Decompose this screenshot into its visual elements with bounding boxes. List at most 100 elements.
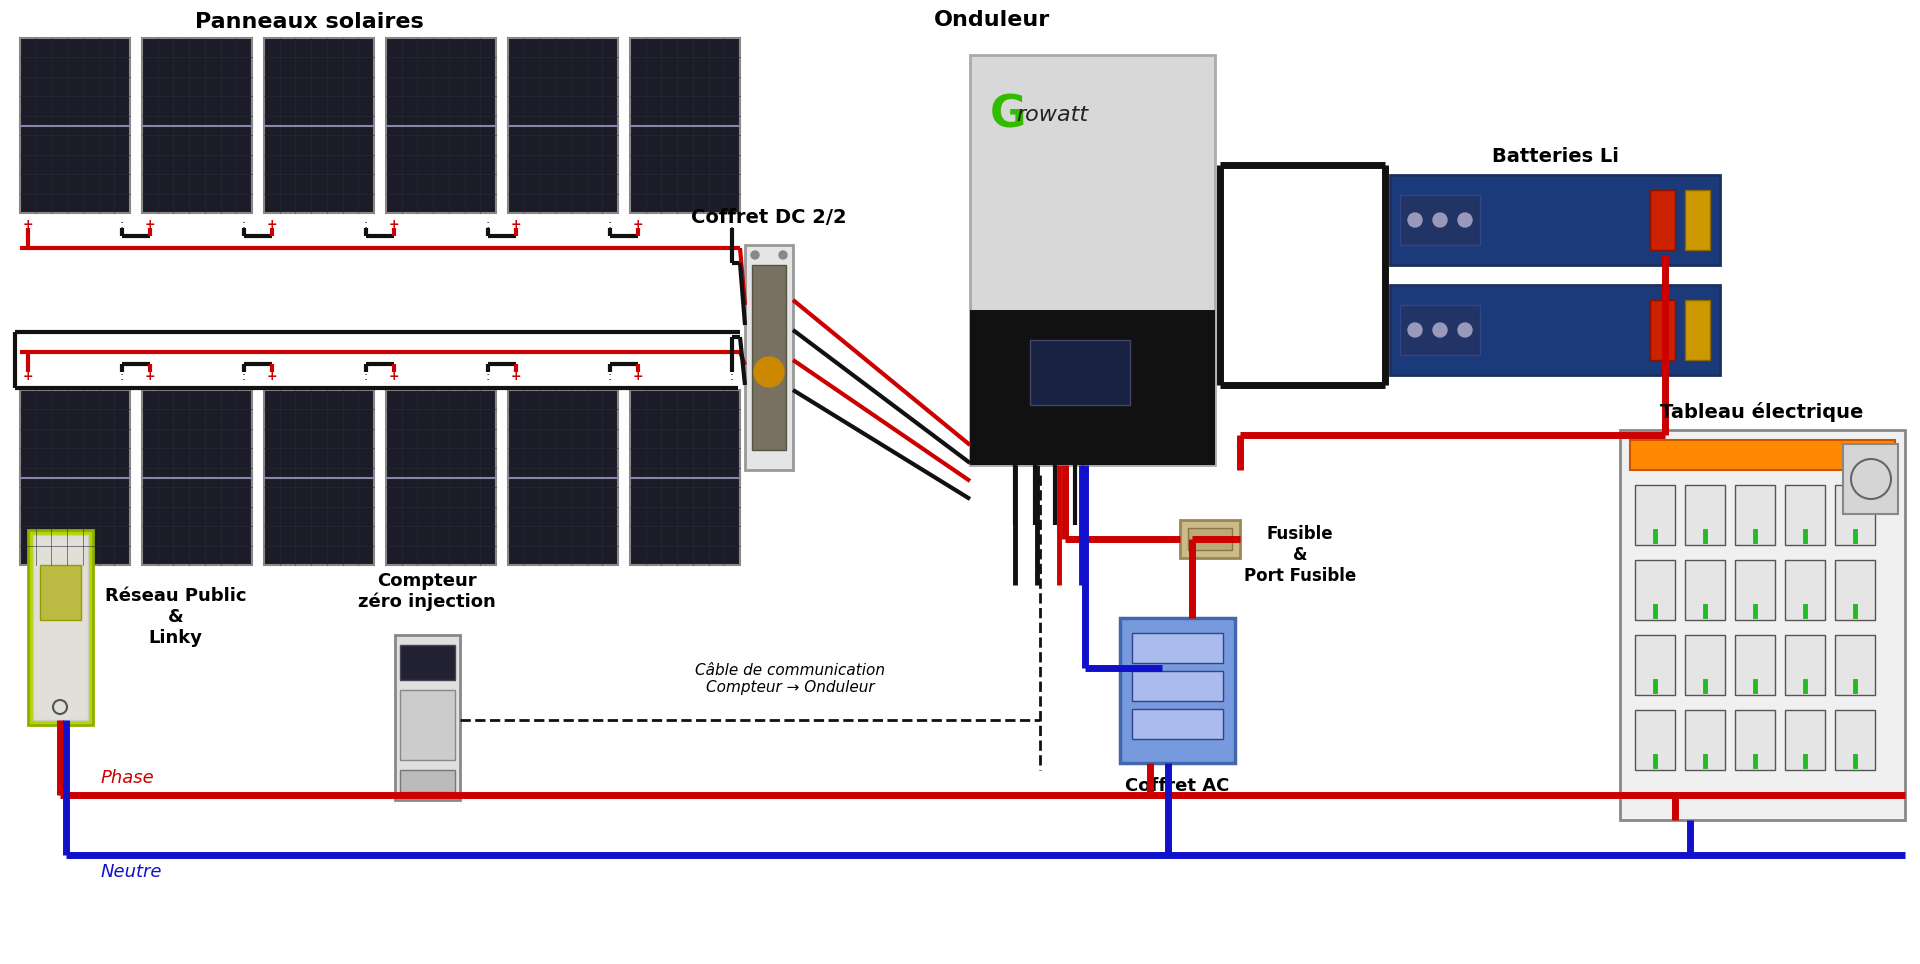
FancyBboxPatch shape <box>1400 195 1480 245</box>
Text: Phase: Phase <box>102 769 156 787</box>
FancyBboxPatch shape <box>1786 485 1826 545</box>
Text: :: : <box>365 218 369 230</box>
FancyBboxPatch shape <box>19 390 131 565</box>
Text: :: : <box>486 218 490 230</box>
FancyBboxPatch shape <box>1686 710 1724 770</box>
Circle shape <box>1407 213 1423 227</box>
FancyBboxPatch shape <box>1400 305 1480 355</box>
FancyBboxPatch shape <box>1786 635 1826 695</box>
FancyBboxPatch shape <box>1029 340 1131 405</box>
Text: :: : <box>609 369 612 383</box>
FancyBboxPatch shape <box>1836 560 1876 620</box>
Text: +: + <box>267 218 276 230</box>
Text: Coffret AC: Coffret AC <box>1125 777 1229 795</box>
Text: Réseau Public
&
Linky: Réseau Public & Linky <box>106 587 246 647</box>
FancyBboxPatch shape <box>1630 440 1895 470</box>
FancyBboxPatch shape <box>753 265 785 450</box>
FancyBboxPatch shape <box>1390 175 1720 265</box>
Text: Compteur
zéro injection: Compteur zéro injection <box>359 572 495 611</box>
FancyBboxPatch shape <box>386 390 495 565</box>
Text: :: : <box>119 218 125 230</box>
FancyBboxPatch shape <box>399 645 455 680</box>
FancyBboxPatch shape <box>1686 485 1724 545</box>
FancyBboxPatch shape <box>630 38 739 213</box>
FancyBboxPatch shape <box>399 690 455 760</box>
Text: Onduleur: Onduleur <box>933 10 1050 30</box>
FancyBboxPatch shape <box>1736 710 1774 770</box>
FancyBboxPatch shape <box>1133 709 1223 739</box>
FancyBboxPatch shape <box>1836 485 1876 545</box>
Text: Batteries Li: Batteries Li <box>1492 147 1619 167</box>
FancyBboxPatch shape <box>630 390 739 565</box>
Text: :: : <box>730 218 733 230</box>
Text: G: G <box>989 94 1027 137</box>
Text: Coffret DC 2/2: Coffret DC 2/2 <box>691 208 847 227</box>
FancyBboxPatch shape <box>1390 285 1720 375</box>
FancyBboxPatch shape <box>1649 300 1674 360</box>
Text: Câble de communication
Compteur → Onduleur: Câble de communication Compteur → Ondule… <box>695 662 885 695</box>
FancyBboxPatch shape <box>509 390 618 565</box>
Text: :: : <box>242 218 246 230</box>
Text: Panneaux solaires: Panneaux solaires <box>196 12 424 32</box>
Text: +: + <box>511 369 522 383</box>
FancyBboxPatch shape <box>1736 560 1774 620</box>
FancyBboxPatch shape <box>1188 528 1233 550</box>
FancyBboxPatch shape <box>386 38 495 213</box>
Text: +: + <box>144 218 156 230</box>
Text: rowatt: rowatt <box>1016 105 1089 125</box>
Text: :: : <box>119 369 125 383</box>
Text: Neutre: Neutre <box>102 863 163 881</box>
Text: :: : <box>486 369 490 383</box>
FancyBboxPatch shape <box>509 38 618 213</box>
Text: +: + <box>23 369 33 383</box>
Circle shape <box>780 251 787 259</box>
FancyBboxPatch shape <box>1181 520 1240 558</box>
FancyBboxPatch shape <box>265 390 374 565</box>
FancyBboxPatch shape <box>19 38 131 213</box>
Text: :: : <box>730 369 733 383</box>
Text: :: : <box>365 369 369 383</box>
Circle shape <box>1432 323 1448 337</box>
Text: +: + <box>23 218 33 230</box>
FancyBboxPatch shape <box>1736 485 1774 545</box>
Circle shape <box>1457 213 1473 227</box>
FancyBboxPatch shape <box>1686 300 1711 360</box>
FancyBboxPatch shape <box>142 390 252 565</box>
FancyBboxPatch shape <box>1133 633 1223 663</box>
Text: +: + <box>511 218 522 230</box>
FancyBboxPatch shape <box>970 310 1215 465</box>
FancyBboxPatch shape <box>1649 190 1674 250</box>
FancyBboxPatch shape <box>33 535 88 720</box>
FancyBboxPatch shape <box>1786 560 1826 620</box>
FancyBboxPatch shape <box>1620 430 1905 820</box>
FancyBboxPatch shape <box>1636 710 1674 770</box>
FancyBboxPatch shape <box>1636 485 1674 545</box>
FancyBboxPatch shape <box>1636 635 1674 695</box>
Text: Tableau électrique: Tableau électrique <box>1661 402 1864 422</box>
Text: :: : <box>609 218 612 230</box>
Text: +: + <box>634 369 643 383</box>
Text: +: + <box>634 218 643 230</box>
Text: +: + <box>388 218 399 230</box>
FancyBboxPatch shape <box>1836 635 1876 695</box>
FancyBboxPatch shape <box>1786 710 1826 770</box>
Text: +: + <box>267 369 276 383</box>
FancyBboxPatch shape <box>1119 618 1235 763</box>
FancyBboxPatch shape <box>29 530 92 725</box>
Circle shape <box>1407 323 1423 337</box>
FancyBboxPatch shape <box>1736 635 1774 695</box>
FancyBboxPatch shape <box>1636 560 1674 620</box>
FancyBboxPatch shape <box>142 38 252 213</box>
Text: +: + <box>144 369 156 383</box>
FancyBboxPatch shape <box>1843 444 1899 514</box>
FancyBboxPatch shape <box>399 770 455 792</box>
Circle shape <box>1432 213 1448 227</box>
FancyBboxPatch shape <box>1686 560 1724 620</box>
Circle shape <box>755 357 783 387</box>
FancyBboxPatch shape <box>1686 190 1711 250</box>
Circle shape <box>751 251 758 259</box>
FancyBboxPatch shape <box>1133 671 1223 701</box>
FancyBboxPatch shape <box>1836 710 1876 770</box>
FancyBboxPatch shape <box>265 38 374 213</box>
FancyBboxPatch shape <box>40 565 81 620</box>
